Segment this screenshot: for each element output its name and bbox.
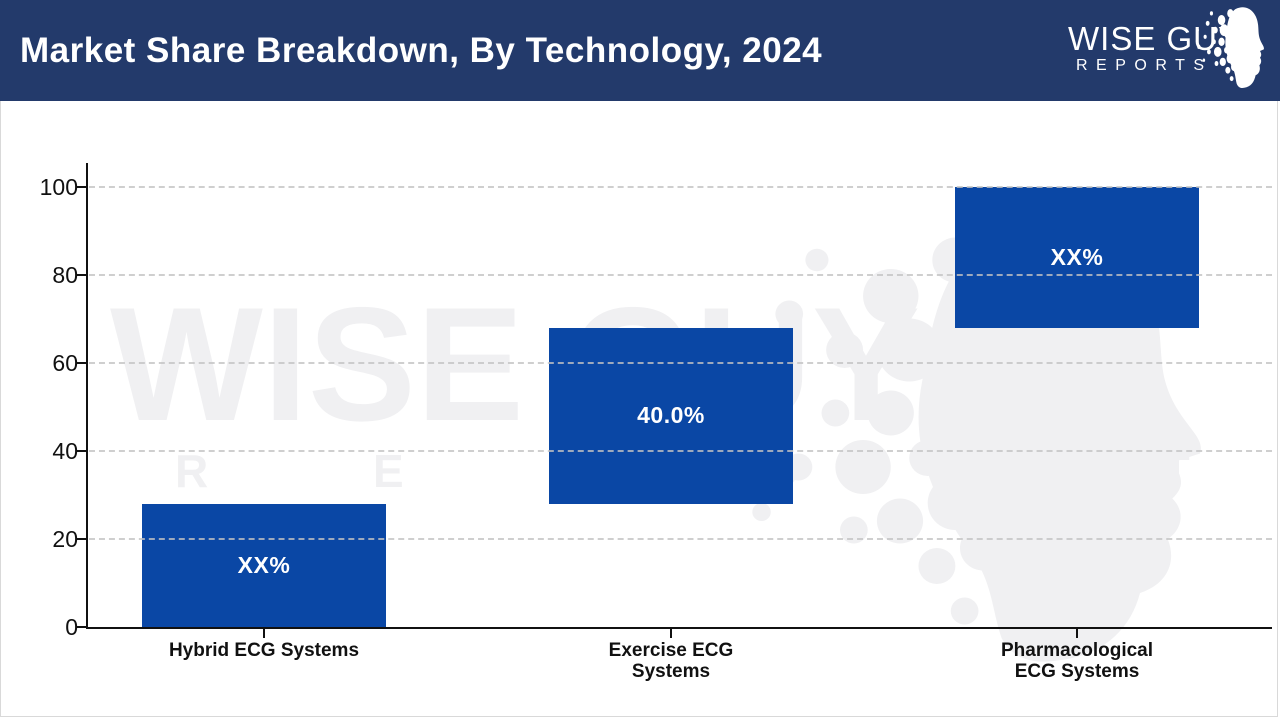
logo-subtext: REPORTS — [1076, 57, 1213, 74]
y-axis-tick — [77, 626, 86, 628]
y-axis-tick-label: 20 — [52, 526, 78, 552]
y-axis-tick-label: 40 — [52, 438, 78, 464]
y-axis-tick — [77, 538, 86, 540]
x-axis-tick — [263, 629, 265, 638]
gridline — [89, 538, 1272, 540]
x-axis-category-label: Hybrid ECG Systems — [104, 640, 424, 661]
category-label-line: ECG Systems — [1014, 661, 1140, 682]
x-axis-tick — [670, 629, 672, 638]
gridline — [89, 362, 1272, 364]
y-axis-tick-label: 100 — [39, 174, 78, 200]
dotted-head-icon — [1190, 5, 1272, 97]
bar-value-label: XX% — [237, 551, 291, 578]
wiseguy-logo: WISE GUY REPORTS — [1018, 0, 1268, 101]
y-axis-tick — [77, 450, 86, 452]
logo-wordmark: WISE GUY — [1068, 20, 1242, 57]
x-axis-category-label: Pharmacological ECG Systems — [917, 640, 1237, 682]
bar-value-label: 40.0% — [637, 402, 705, 429]
category-label-line: Systems — [631, 661, 711, 682]
gridline — [89, 274, 1272, 276]
gridline — [89, 450, 1272, 452]
gridline — [89, 186, 1272, 188]
x-axis-category-label: Exercise ECG Systems — [511, 640, 831, 682]
category-label-line: Exercise ECG — [608, 640, 734, 661]
y-axis-tick — [77, 186, 86, 188]
bar-segment: XX% — [142, 503, 386, 627]
page-title: Market Share Breakdown, By Technology, 2… — [20, 30, 823, 70]
category-label-line: Pharmacological — [1000, 640, 1154, 661]
y-axis-tick-label: 80 — [52, 262, 78, 288]
y-axis-spine — [86, 163, 88, 629]
bar-segment: 40.0% — [549, 327, 793, 504]
x-axis-tick — [1076, 629, 1078, 638]
header-bar: Market Share Breakdown, By Technology, 2… — [0, 0, 1280, 101]
y-axis-tick-label: 60 — [52, 350, 78, 376]
x-axis-spine — [86, 627, 1272, 629]
bar-value-label: XX% — [1050, 243, 1104, 270]
bar-segment: XX% — [955, 187, 1199, 328]
y-axis-tick-label: 0 — [65, 614, 78, 640]
y-axis-tick — [77, 274, 86, 276]
category-label-line: Hybrid ECG Systems — [168, 640, 360, 661]
y-axis-tick — [77, 362, 86, 364]
